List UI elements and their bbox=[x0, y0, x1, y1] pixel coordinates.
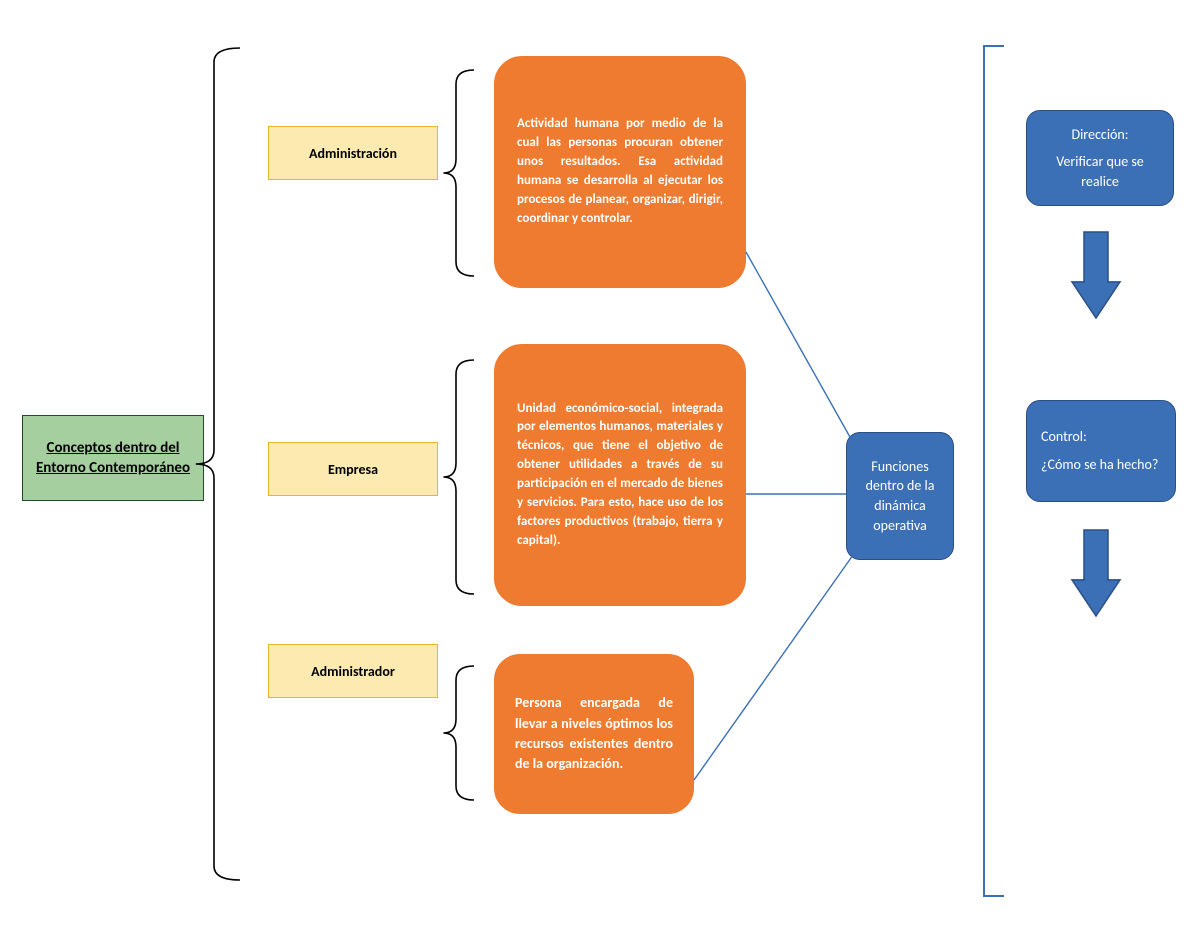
category-administrador: Administrador bbox=[268, 644, 438, 698]
control-body: ¿Cómo se ha hecho? bbox=[1041, 455, 1161, 475]
description-text: Unidad económico-social, integrada por e… bbox=[517, 400, 723, 551]
description-administracion: Actividad humana por medio de la cual la… bbox=[494, 56, 746, 288]
category-label: Administrador bbox=[311, 663, 395, 680]
root-concept-box: Conceptos dentro del Entorno Contemporán… bbox=[22, 415, 204, 501]
category-label: Empresa bbox=[328, 461, 378, 478]
description-text: Actividad humana por medio de la cual la… bbox=[517, 115, 723, 228]
diagram-canvas: Conceptos dentro del Entorno Contemporán… bbox=[0, 0, 1200, 927]
funciones-box: Funciones dentro de la dinámica operativ… bbox=[846, 432, 954, 560]
description-administrador: Persona encargada de llevar a niveles óp… bbox=[494, 654, 694, 814]
category-administracion: Administración bbox=[268, 126, 438, 180]
category-empresa: Empresa bbox=[268, 442, 438, 496]
funciones-text: Funciones dentro de la dinámica operativ… bbox=[861, 457, 939, 535]
control-box: Control: ¿Cómo se ha hecho? bbox=[1026, 400, 1176, 502]
control-title: Control: bbox=[1041, 427, 1161, 447]
direccion-title: Dirección: bbox=[1041, 125, 1159, 145]
direccion-box: Dirección: Verificar que se realice bbox=[1026, 110, 1174, 206]
root-concept-text: Conceptos dentro del Entorno Contemporán… bbox=[33, 438, 193, 479]
description-text: Persona encargada de llevar a niveles óp… bbox=[515, 693, 673, 774]
direccion-body: Verificar que se realice bbox=[1041, 152, 1159, 191]
description-empresa: Unidad económico-social, integrada por e… bbox=[494, 344, 746, 606]
category-label: Administración bbox=[309, 145, 397, 162]
